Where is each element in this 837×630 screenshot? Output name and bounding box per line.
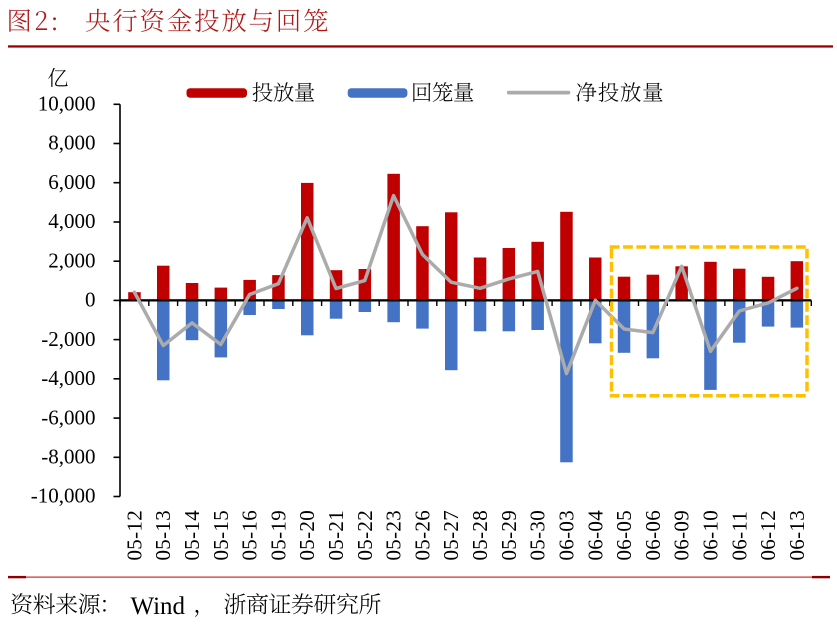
svg-text:06-10: 06-10 (699, 510, 723, 561)
svg-text:05-13: 05-13 (151, 510, 175, 561)
svg-text:4,000: 4,000 (48, 209, 95, 233)
svg-text:06-11: 06-11 (727, 511, 751, 561)
svg-text:05-19: 05-19 (266, 510, 290, 561)
svg-text:06-13: 06-13 (785, 510, 809, 561)
svg-text:05-12: 05-12 (122, 510, 146, 561)
svg-text:05-21: 05-21 (324, 510, 348, 561)
svg-text:05-14: 05-14 (180, 510, 204, 561)
svg-text:05-20: 05-20 (295, 510, 319, 561)
svg-text:-4,000: -4,000 (41, 366, 95, 390)
svg-text:10,000: 10,000 (38, 92, 96, 116)
svg-text:-2,000: -2,000 (41, 327, 95, 351)
svg-text:05-16: 05-16 (238, 510, 262, 561)
svg-text:06-05: 06-05 (612, 510, 636, 561)
svg-text:06-03: 06-03 (555, 510, 579, 561)
svg-text:2,000: 2,000 (48, 248, 95, 272)
svg-text:05-22: 05-22 (353, 510, 377, 561)
svg-text:05-26: 05-26 (410, 510, 434, 561)
svg-text:-8,000: -8,000 (41, 445, 95, 469)
svg-text:8,000: 8,000 (48, 131, 95, 155)
svg-text:06-09: 06-09 (670, 510, 694, 561)
svg-text:-6,000: -6,000 (41, 405, 95, 429)
svg-text:06-12: 06-12 (756, 510, 780, 561)
svg-text:05-29: 05-29 (497, 510, 521, 561)
svg-text:05-23: 05-23 (382, 510, 406, 561)
svg-text:05-30: 05-30 (526, 510, 550, 561)
svg-text:05-15: 05-15 (209, 510, 233, 561)
svg-text:06-06: 06-06 (641, 510, 665, 561)
svg-text:6,000: 6,000 (48, 170, 95, 194)
svg-text:05-28: 05-28 (468, 510, 492, 561)
svg-text:0: 0 (85, 288, 96, 312)
svg-text:06-04: 06-04 (583, 510, 607, 561)
svg-text:Wind: Wind (131, 593, 186, 620)
svg-text:05-27: 05-27 (439, 510, 463, 561)
svg-text:-10,000: -10,000 (31, 484, 96, 508)
